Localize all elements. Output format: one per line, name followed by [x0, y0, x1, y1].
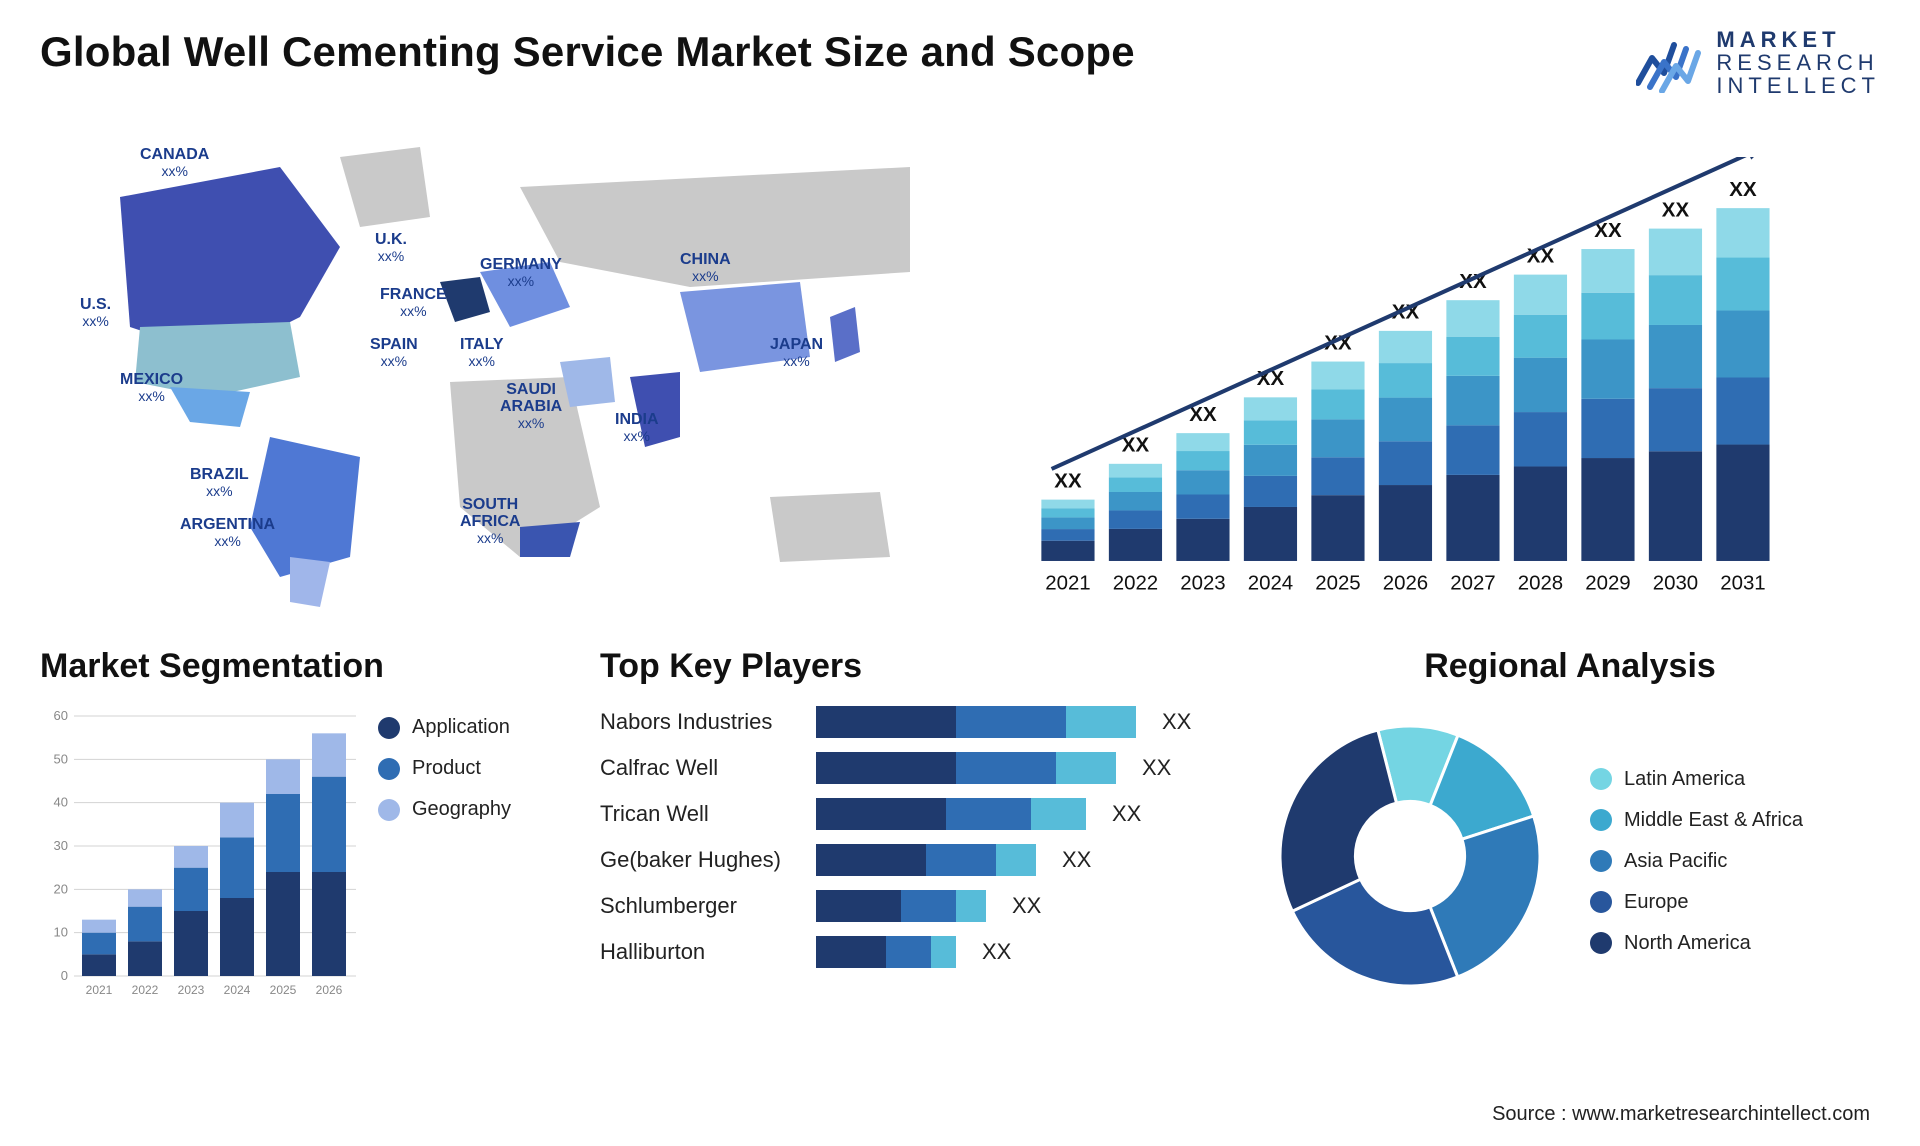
svg-text:XX: XX	[1054, 470, 1082, 493]
svg-text:20: 20	[54, 882, 68, 897]
map-label: CHINAxx%	[680, 252, 731, 283]
svg-text:0: 0	[61, 968, 68, 983]
svg-text:2031: 2031	[1720, 572, 1765, 595]
player-name: Calfrac Well	[600, 755, 800, 781]
world-map: CANADAxx% U.S.xx% MEXICOxx% BRAZILxx% ARGENT…	[40, 127, 940, 607]
player-value: XX	[1112, 801, 1141, 827]
map-label: MEXICOxx%	[120, 372, 183, 403]
regional-panel: Regional Analysis Latin America Middle Ea…	[1260, 647, 1880, 1006]
svg-text:10: 10	[54, 925, 68, 940]
player-row: Nabors Industries XX	[600, 706, 1220, 738]
player-row: Halliburton XX	[600, 936, 1220, 968]
map-label: ITALYxx%	[460, 337, 504, 368]
svg-text:2028: 2028	[1518, 572, 1563, 595]
player-value: XX	[982, 939, 1011, 965]
growth-chart: XX2021XX2022XX2023XX2024XX2025XX2026XX20…	[980, 127, 1880, 607]
player-bar	[816, 706, 1136, 738]
legend-item: Application	[378, 716, 511, 739]
map-label: U.K.xx%	[375, 232, 407, 263]
player-name: Halliburton	[600, 939, 800, 965]
player-bar	[816, 752, 1116, 784]
svg-text:2024: 2024	[1248, 572, 1293, 595]
legend-item: North America	[1590, 932, 1803, 955]
svg-text:2026: 2026	[316, 983, 343, 997]
legend-item: Geography	[378, 798, 511, 821]
svg-text:2021: 2021	[86, 983, 113, 997]
logo-mark-icon	[1636, 33, 1706, 93]
regional-legend: Latin America Middle East & Africa Asia Pa…	[1590, 758, 1803, 955]
segmentation-title: Market Segmentation	[40, 647, 560, 686]
svg-text:2029: 2029	[1585, 572, 1630, 595]
map-label: INDIAxx%	[615, 412, 659, 443]
svg-text:2023: 2023	[178, 983, 205, 997]
svg-text:50: 50	[54, 752, 68, 767]
player-bar	[816, 936, 956, 968]
map-label: ARGENTINAxx%	[180, 517, 275, 548]
source-line: Source : www.marketresearchintellect.com	[1492, 1103, 1870, 1126]
segmentation-chart: 0 10 20 30 40 50 60 2021 2022 2023 2024 2025 2026	[40, 706, 360, 1006]
legend-item: Middle East & Africa	[1590, 809, 1803, 832]
map-label: JAPANxx%	[770, 337, 823, 368]
player-name: Ge(baker Hughes)	[600, 847, 800, 873]
map-label: GERMANYxx%	[480, 257, 562, 288]
svg-text:2025: 2025	[1315, 572, 1360, 595]
segmentation-legend: Application Product Geography	[378, 706, 511, 1006]
player-name: Schlumberger	[600, 893, 800, 919]
legend-item: Product	[378, 757, 511, 780]
map-label: U.S.xx%	[80, 297, 111, 328]
player-bar	[816, 890, 986, 922]
segmentation-panel: Market Segmentation 0 10 20 30 40 50 60 2021 202…	[40, 647, 560, 1006]
svg-text:30: 30	[54, 838, 68, 853]
player-row: Schlumberger XX	[600, 890, 1220, 922]
svg-text:60: 60	[54, 708, 68, 723]
svg-text:2023: 2023	[1180, 572, 1225, 595]
svg-text:2026: 2026	[1383, 572, 1428, 595]
svg-text:2021: 2021	[1045, 572, 1090, 595]
player-row: Trican Well XX	[600, 798, 1220, 830]
svg-text:40: 40	[54, 795, 68, 810]
legend-item: Latin America	[1590, 768, 1803, 791]
map-label: FRANCExx%	[380, 287, 447, 318]
player-value: XX	[1062, 847, 1091, 873]
page-title: Global Well Cementing Service Market Siz…	[40, 28, 1135, 76]
player-bar	[816, 798, 1086, 830]
logo-text-1: MARKET	[1716, 28, 1880, 51]
player-name: Trican Well	[600, 801, 800, 827]
legend-item: Europe	[1590, 891, 1803, 914]
player-value: XX	[1142, 755, 1171, 781]
svg-text:2027: 2027	[1450, 572, 1495, 595]
map-label: SAUDIARABIAxx%	[500, 382, 562, 430]
svg-text:2030: 2030	[1653, 572, 1698, 595]
logo-text-3: INTELLECT	[1716, 74, 1880, 97]
player-row: Ge(baker Hughes) XX	[600, 844, 1220, 876]
legend-item: Asia Pacific	[1590, 850, 1803, 873]
regional-donut	[1260, 706, 1560, 1006]
players-panel: Top Key Players Nabors IndustriesXXCalfr…	[600, 647, 1220, 1006]
player-row: Calfrac Well XX	[600, 752, 1220, 784]
player-value: XX	[1162, 709, 1191, 735]
svg-text:2022: 2022	[132, 983, 159, 997]
map-label: SPAINxx%	[370, 337, 418, 368]
logo-text-2: RESEARCH	[1716, 51, 1880, 74]
svg-text:XX: XX	[1729, 178, 1757, 201]
player-name: Nabors Industries	[600, 709, 800, 735]
map-label: CANADAxx%	[140, 147, 209, 178]
svg-text:2024: 2024	[224, 983, 251, 997]
svg-text:2022: 2022	[1113, 572, 1158, 595]
players-title: Top Key Players	[600, 647, 1220, 686]
map-label: SOUTHAFRICAxx%	[460, 497, 520, 545]
svg-text:XX: XX	[1662, 199, 1690, 222]
player-bar	[816, 844, 1036, 876]
brand-logo: MARKET RESEARCH INTELLECT	[1636, 28, 1880, 97]
map-label: BRAZILxx%	[190, 467, 249, 498]
regional-title: Regional Analysis	[1260, 647, 1880, 686]
svg-text:2025: 2025	[270, 983, 297, 997]
player-value: XX	[1012, 893, 1041, 919]
